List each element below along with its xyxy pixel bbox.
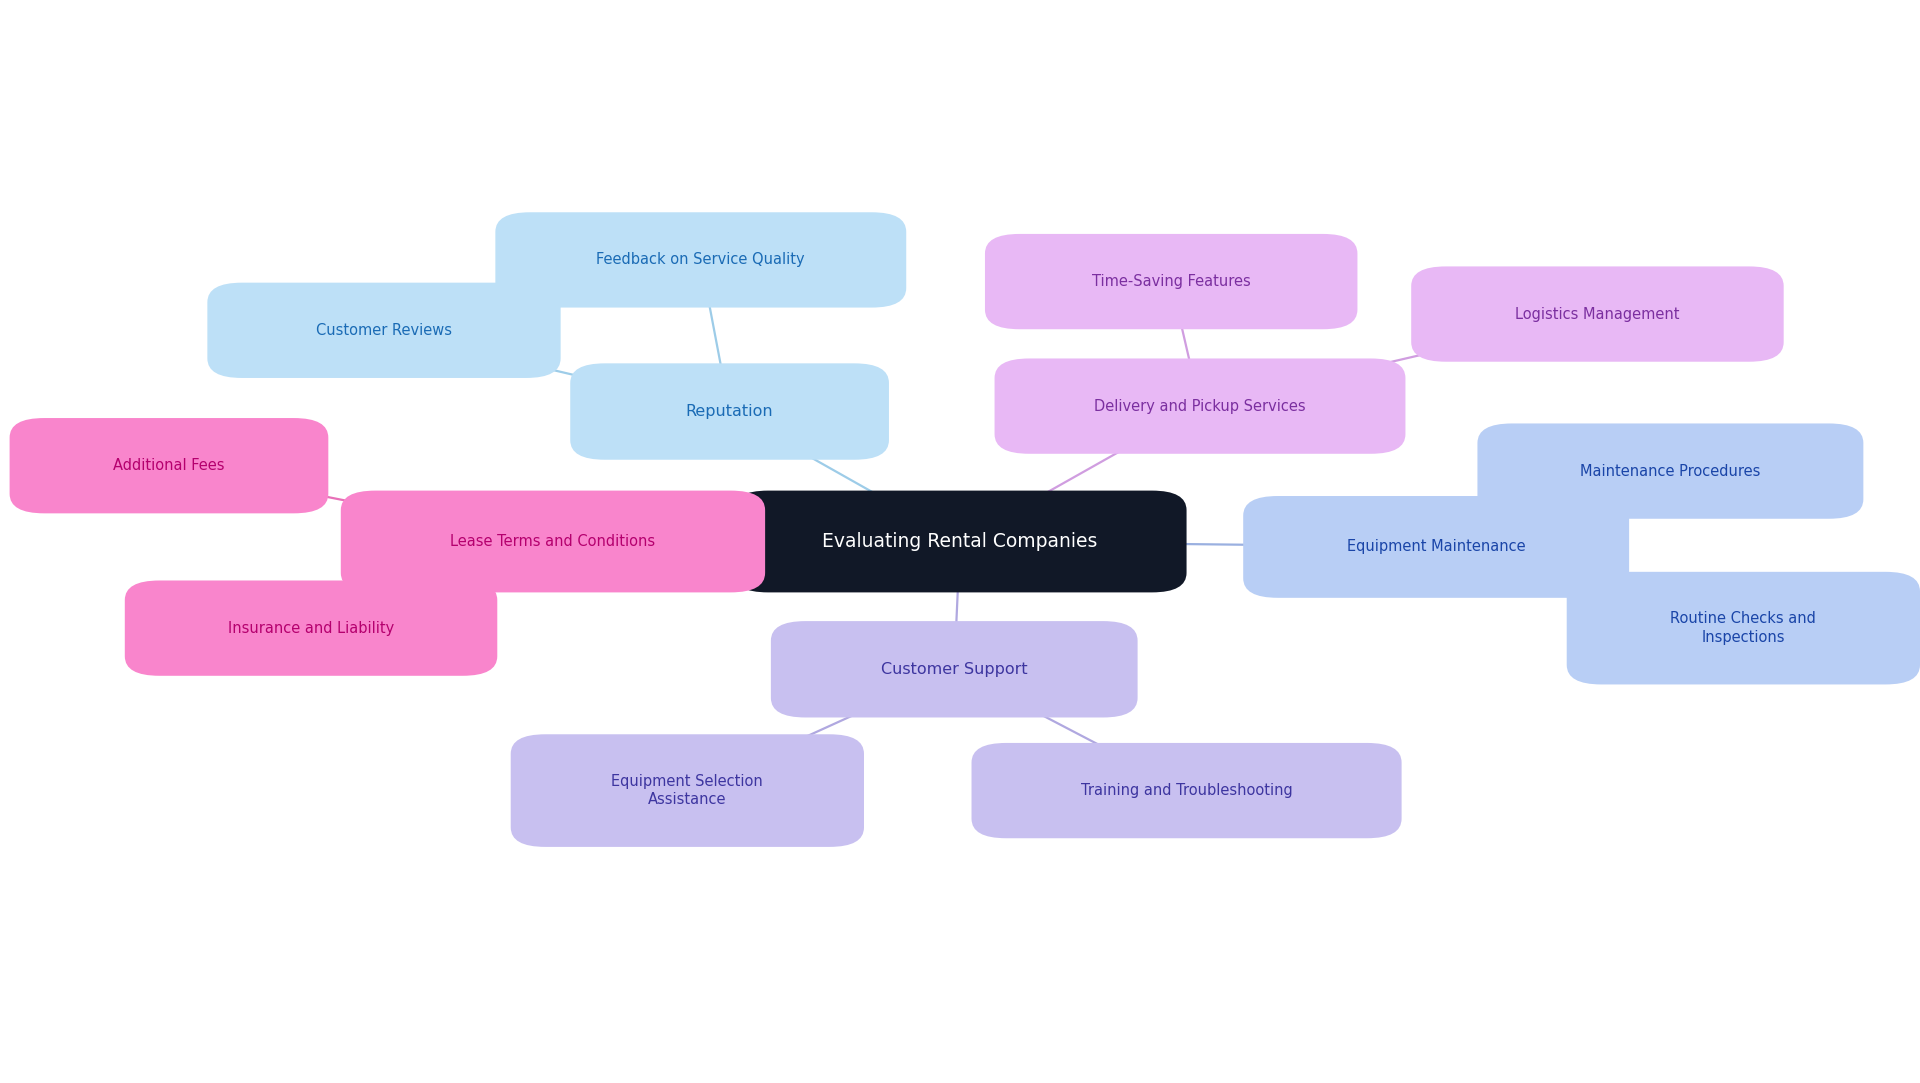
- FancyBboxPatch shape: [511, 734, 864, 847]
- FancyBboxPatch shape: [340, 491, 764, 592]
- Text: Maintenance Procedures: Maintenance Procedures: [1580, 464, 1761, 479]
- FancyBboxPatch shape: [1567, 572, 1920, 684]
- FancyBboxPatch shape: [125, 580, 497, 676]
- FancyBboxPatch shape: [770, 622, 1137, 718]
- Text: Time-Saving Features: Time-Saving Features: [1092, 274, 1250, 289]
- Text: Logistics Management: Logistics Management: [1515, 306, 1680, 322]
- Text: Additional Fees: Additional Fees: [113, 458, 225, 473]
- Text: Insurance and Liability: Insurance and Liability: [228, 621, 394, 636]
- FancyBboxPatch shape: [570, 364, 889, 459]
- Text: Equipment Selection
Assistance: Equipment Selection Assistance: [611, 773, 764, 808]
- Text: Customer Support: Customer Support: [881, 662, 1027, 677]
- FancyBboxPatch shape: [995, 358, 1405, 454]
- Text: Customer Reviews: Customer Reviews: [317, 323, 451, 338]
- Text: Delivery and Pickup Services: Delivery and Pickup Services: [1094, 399, 1306, 414]
- Text: Training and Troubleshooting: Training and Troubleshooting: [1081, 783, 1292, 798]
- FancyBboxPatch shape: [972, 743, 1402, 838]
- FancyBboxPatch shape: [495, 212, 906, 308]
- FancyBboxPatch shape: [1476, 423, 1862, 519]
- Text: Lease Terms and Conditions: Lease Terms and Conditions: [451, 534, 655, 549]
- FancyBboxPatch shape: [207, 283, 561, 378]
- Text: Evaluating Rental Companies: Evaluating Rental Companies: [822, 532, 1098, 551]
- Text: Feedback on Service Quality: Feedback on Service Quality: [597, 252, 804, 268]
- FancyBboxPatch shape: [10, 418, 328, 513]
- FancyBboxPatch shape: [1242, 496, 1628, 598]
- Text: Reputation: Reputation: [685, 404, 774, 419]
- FancyBboxPatch shape: [733, 491, 1187, 592]
- Text: Routine Checks and
Inspections: Routine Checks and Inspections: [1670, 611, 1816, 645]
- Text: Equipment Maintenance: Equipment Maintenance: [1346, 539, 1526, 554]
- FancyBboxPatch shape: [1411, 266, 1784, 362]
- FancyBboxPatch shape: [985, 234, 1357, 329]
